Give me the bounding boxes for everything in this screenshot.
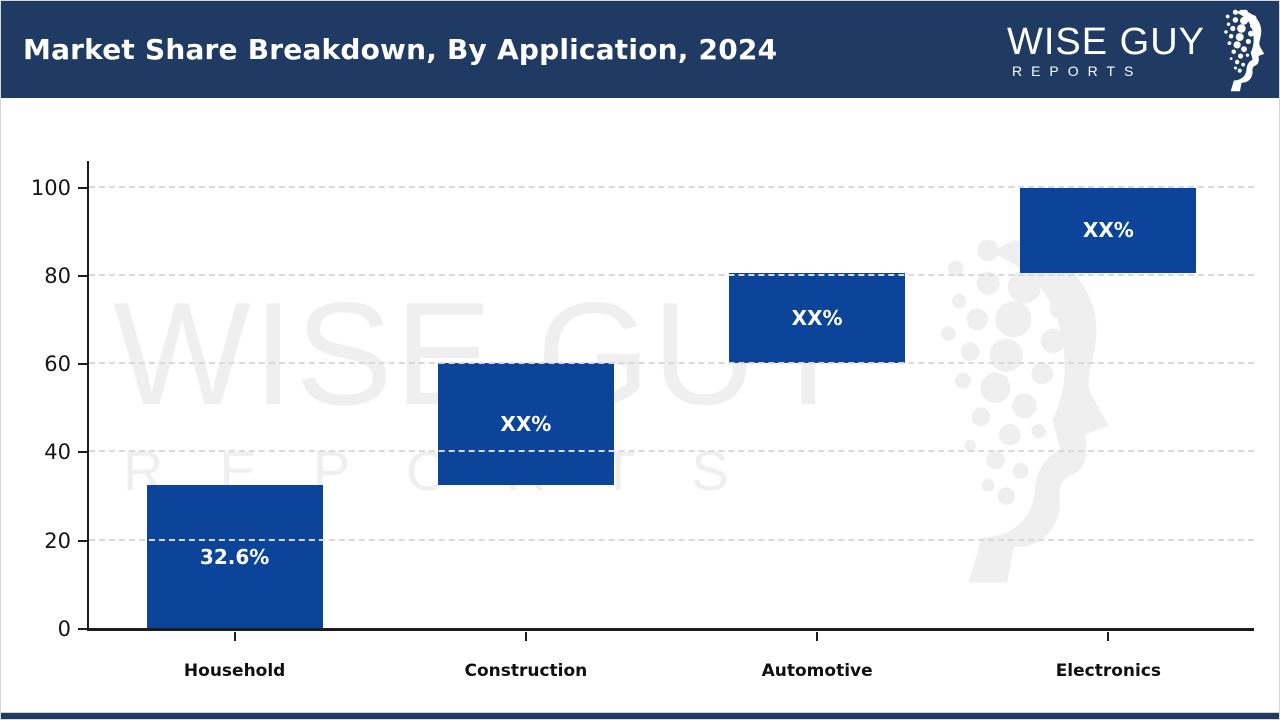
y-tick-label: 100 xyxy=(30,175,71,200)
y-tick-mark xyxy=(78,628,87,630)
bar-value-label: XX% xyxy=(791,305,843,330)
y-tick-mark xyxy=(78,186,87,189)
bar-value-label: 32.6% xyxy=(199,545,270,570)
y-tick-label: 20 xyxy=(44,528,71,553)
bar-construction: XX% xyxy=(437,362,614,486)
x-tick-mark xyxy=(1107,632,1110,641)
header-bar: Market Share Breakdown, By Application, … xyxy=(1,1,1279,98)
x-axis-line xyxy=(87,628,1254,631)
page-title: Market Share Breakdown, By Application, … xyxy=(23,33,778,66)
x-tick-mark xyxy=(816,632,819,641)
x-tick-label: Construction xyxy=(464,661,588,681)
y-tick-mark xyxy=(78,451,87,454)
logo-wiseguy-text: WISE GUY xyxy=(1006,20,1205,63)
bar-value-label: XX% xyxy=(1082,218,1134,243)
gridline-20 xyxy=(89,538,1254,541)
logo-reports-text: REPORTS xyxy=(1011,62,1143,79)
bar-electronics: XX% xyxy=(1020,187,1197,273)
gridline-80 xyxy=(89,273,1254,276)
logo-text: WISE GUY REPORTS xyxy=(1007,23,1205,78)
waterfall-chart: 0 20 40 60 80 100 32.6% Household XX% Constructio… xyxy=(31,161,1254,681)
bar-household: 32.6% xyxy=(146,485,323,629)
footer-bar xyxy=(1,712,1279,719)
gridline-60 xyxy=(89,362,1254,365)
x-tick-label: Automotive xyxy=(761,661,873,681)
x-tick-label: Electronics xyxy=(1055,661,1162,681)
bar-automotive: XX% xyxy=(729,272,906,363)
bar-value-label: XX% xyxy=(500,411,552,436)
logo-head-icon xyxy=(1207,7,1269,93)
y-tick-label: 60 xyxy=(44,352,71,377)
y-axis-line xyxy=(87,161,89,631)
y-tick-mark xyxy=(78,363,87,366)
y-tick-mark xyxy=(78,539,87,542)
gridline-100 xyxy=(89,185,1254,188)
gridline-40 xyxy=(89,450,1254,453)
x-tick-label: Household xyxy=(183,661,286,681)
y-tick-label: 80 xyxy=(44,263,71,288)
x-tick-mark xyxy=(233,632,236,641)
x-tick-mark xyxy=(524,632,527,641)
y-tick-mark xyxy=(78,274,87,277)
wiseguy-logo: WISE GUY REPORTS xyxy=(1007,5,1269,95)
y-tick-label: 40 xyxy=(44,440,71,465)
y-tick-label: 0 xyxy=(57,617,71,641)
